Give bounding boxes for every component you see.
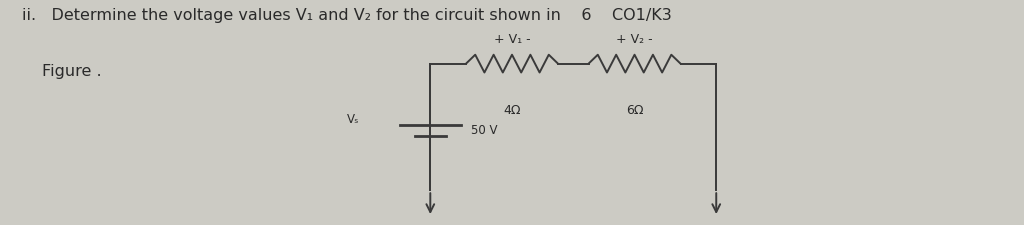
Text: Figure .: Figure .	[42, 64, 101, 79]
Text: + V₁ -: + V₁ -	[494, 33, 530, 46]
Text: 50 V: 50 V	[471, 124, 498, 137]
Text: ii.   Determine the voltage values V₁ and V₂ for the circuit shown in    6    CO: ii. Determine the voltage values V₁ and …	[22, 8, 672, 23]
Text: Vₛ: Vₛ	[346, 113, 358, 126]
Text: 4Ω: 4Ω	[503, 104, 521, 117]
Text: 6Ω: 6Ω	[626, 104, 643, 117]
Text: + V₂ -: + V₂ -	[616, 33, 653, 46]
